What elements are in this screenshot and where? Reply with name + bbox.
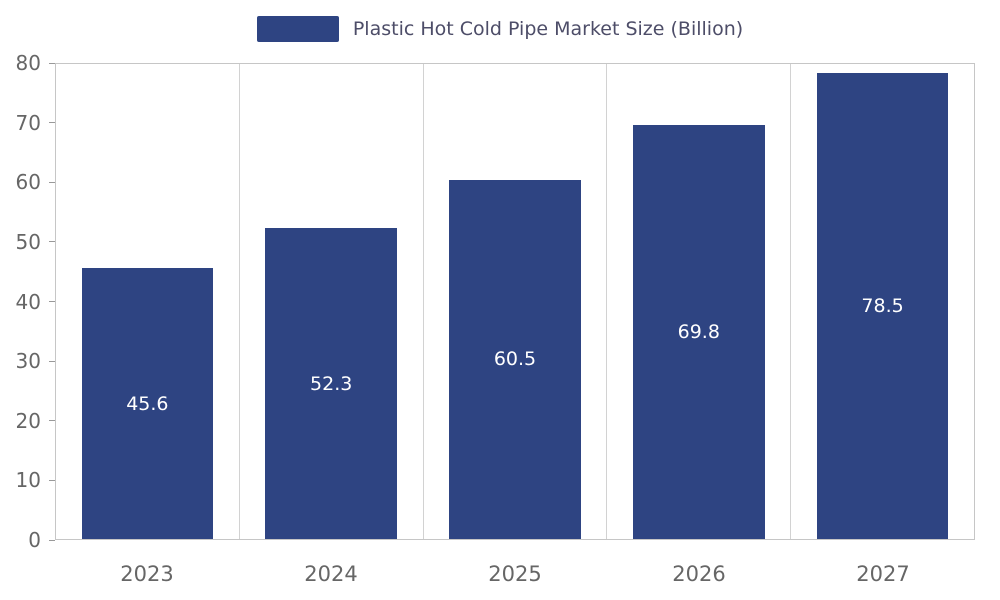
y-axis-tick-mark: [49, 241, 55, 243]
category-column: 69.8: [607, 64, 792, 539]
bar-value-label: 52.3: [310, 372, 353, 395]
y-axis-tick: 80: [16, 53, 55, 73]
y-axis-tick-mark: [49, 539, 55, 541]
y-axis-tick-mark: [49, 360, 55, 362]
bar-2027[interactable]: 78.5: [816, 72, 949, 539]
y-axis-tick-label: 70: [15, 110, 41, 135]
legend-label[interactable]: Plastic Hot Cold Pipe Market Size (Billi…: [352, 18, 744, 40]
y-axis-tick-label: 30: [15, 349, 41, 374]
y-axis-tick: 70: [16, 113, 55, 133]
x-axis-tick-label: 2026: [672, 562, 726, 586]
x-axis: 2023 2024 2025 2026 2027: [55, 562, 975, 586]
y-axis-tick: 40: [16, 292, 55, 312]
y-axis-tick-mark: [49, 181, 55, 183]
bar-value-label: 45.6: [126, 392, 169, 415]
category-column: 60.5: [424, 64, 608, 539]
y-axis-tick-label: 20: [15, 408, 41, 433]
chart-legend[interactable]: Plastic Hot Cold Pipe Market Size (Billi…: [0, 16, 1000, 42]
plot-area: 45.6 52.3 60.5 69.8 78.5: [55, 63, 975, 540]
y-axis-tick-label: 40: [15, 289, 41, 314]
y-axis-tick: 50: [16, 232, 55, 252]
y-axis-tick: 30: [16, 351, 55, 371]
bar-2024[interactable]: 52.3: [265, 228, 397, 539]
y-axis-tick-mark: [49, 420, 55, 422]
y-axis-tick-label: 50: [15, 229, 41, 254]
y-axis-tick-label: 60: [15, 170, 41, 195]
y-axis-tick: 60: [16, 172, 55, 192]
y-axis-tick-mark: [49, 62, 55, 64]
y-axis: 0 10 20 30 40 50 60 70 80: [0, 53, 55, 550]
y-axis-tick-mark: [49, 122, 55, 124]
y-axis-tick: 10: [16, 470, 55, 490]
y-axis-tick-label: 0: [28, 528, 41, 552]
bar-value-label: 60.5: [493, 348, 537, 371]
bar-2023[interactable]: 45.6: [81, 268, 214, 539]
bar-2026[interactable]: 69.8: [632, 124, 765, 539]
x-axis-tick-label: 2025: [488, 562, 542, 586]
y-axis-tick-label: 10: [15, 468, 41, 493]
bar-value-label: 69.8: [677, 320, 720, 343]
category-column: 78.5: [791, 64, 974, 539]
y-axis-tick: 0: [28, 530, 55, 550]
bar-value-label: 78.5: [861, 294, 904, 317]
x-axis-tick-label: 2024: [304, 562, 358, 586]
x-axis-tick-label: 2027: [856, 562, 910, 586]
y-axis-tick-mark: [49, 479, 55, 481]
category-column: 52.3: [240, 64, 424, 539]
y-axis-tick-label: 80: [15, 51, 41, 75]
y-axis-tick-mark: [49, 301, 55, 302]
category-column: 45.6: [56, 64, 240, 539]
x-axis-tick-label: 2023: [120, 562, 174, 586]
y-axis-tick: 20: [16, 411, 55, 431]
bar-2025[interactable]: 60.5: [449, 179, 581, 539]
legend-swatch[interactable]: [256, 16, 339, 42]
